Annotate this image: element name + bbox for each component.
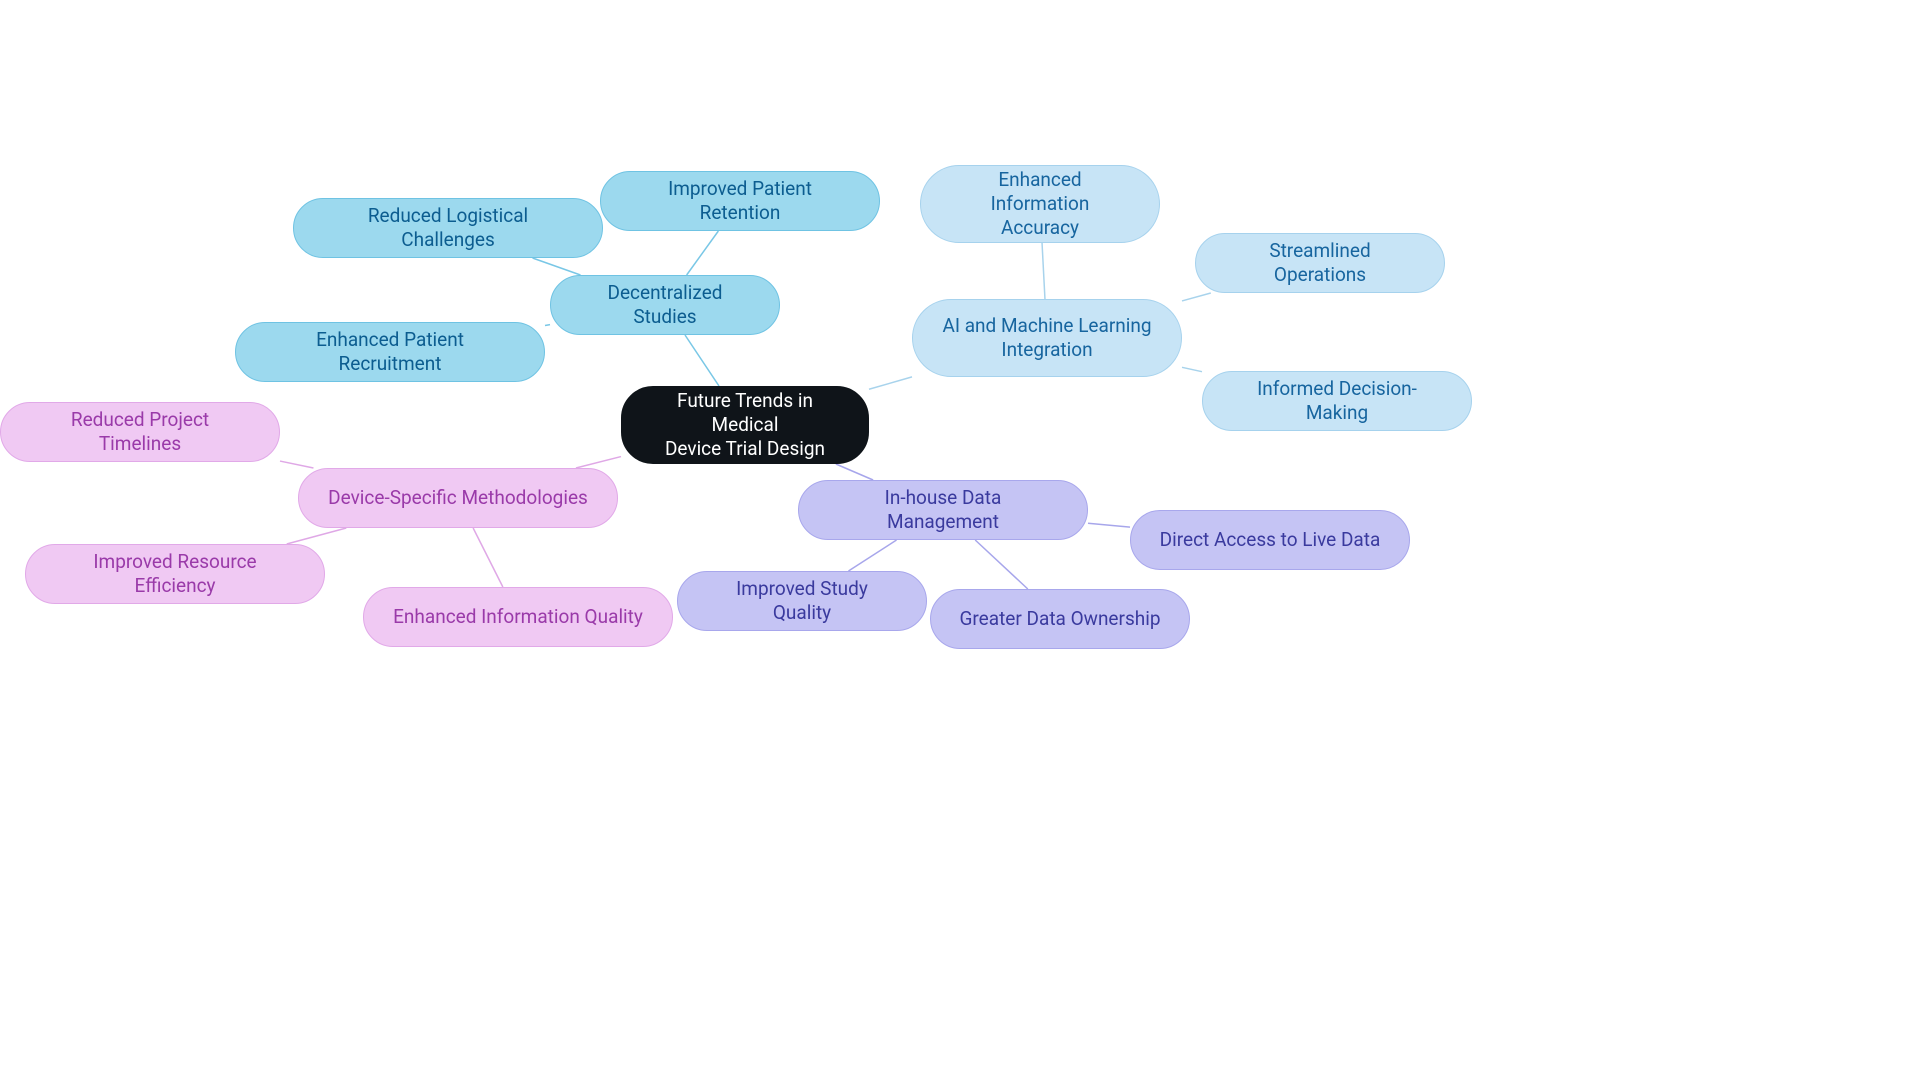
node-livedata: Direct Access to Live Data bbox=[1130, 510, 1410, 570]
edge-layer bbox=[0, 0, 1920, 1083]
edge bbox=[1042, 243, 1045, 299]
node-accuracy: Enhanced Information Accuracy bbox=[920, 165, 1160, 243]
node-label-inhouse: In-house Data Management bbox=[827, 486, 1059, 534]
edge bbox=[1182, 293, 1211, 301]
node-resource: Improved Resource Efficiency bbox=[25, 544, 325, 604]
edge bbox=[287, 528, 347, 544]
node-label-resource: Improved Resource Efficiency bbox=[54, 550, 296, 598]
node-logistical: Reduced Logistical Challenges bbox=[293, 198, 603, 258]
node-label-informed: Informed Decision-Making bbox=[1231, 377, 1443, 425]
edge bbox=[280, 461, 313, 468]
node-studyquality: Improved Study Quality bbox=[677, 571, 927, 631]
node-ai: AI and Machine Learning Integration bbox=[912, 299, 1182, 377]
node-label-studyquality: Improved Study Quality bbox=[706, 577, 898, 625]
node-infoquality: Enhanced Information Quality bbox=[363, 587, 673, 647]
node-root: Future Trends in Medical Device Trial De… bbox=[621, 386, 869, 464]
node-label-timelines: Reduced Project Timelines bbox=[29, 408, 251, 456]
node-label-accuracy: Enhanced Information Accuracy bbox=[949, 168, 1131, 239]
node-label-device: Device-Specific Methodologies bbox=[328, 486, 588, 510]
node-label-ai: AI and Machine Learning Integration bbox=[942, 314, 1151, 362]
node-streamlined: Streamlined Operations bbox=[1195, 233, 1445, 293]
node-retention: Improved Patient Retention bbox=[600, 171, 880, 231]
edge bbox=[1088, 523, 1130, 527]
node-label-decentralized: Decentralized Studies bbox=[579, 281, 751, 329]
edge bbox=[685, 335, 719, 386]
node-decentralized: Decentralized Studies bbox=[550, 275, 780, 335]
edge bbox=[545, 325, 550, 326]
node-ownership: Greater Data Ownership bbox=[930, 589, 1190, 649]
node-label-ownership: Greater Data Ownership bbox=[959, 607, 1160, 631]
node-label-retention: Improved Patient Retention bbox=[629, 177, 851, 225]
edge bbox=[869, 377, 912, 389]
edge bbox=[848, 540, 896, 571]
node-label-logistical: Reduced Logistical Challenges bbox=[322, 204, 574, 252]
node-device: Device-Specific Methodologies bbox=[298, 468, 618, 528]
node-label-livedata: Direct Access to Live Data bbox=[1160, 528, 1381, 552]
edge bbox=[836, 464, 873, 480]
node-label-streamlined: Streamlined Operations bbox=[1224, 239, 1416, 287]
node-label-infoquality: Enhanced Information Quality bbox=[393, 605, 643, 629]
edge bbox=[975, 540, 1028, 589]
edge bbox=[473, 528, 503, 587]
edge bbox=[687, 231, 719, 275]
node-recruitment: Enhanced Patient Recruitment bbox=[235, 322, 545, 382]
edge bbox=[576, 457, 621, 468]
edge bbox=[1182, 367, 1202, 371]
mindmap-canvas: Improved Patient Retention Reduced Logist… bbox=[0, 0, 1920, 1083]
node-informed: Informed Decision-Making bbox=[1202, 371, 1472, 431]
node-label-root: Future Trends in Medical Device Trial De… bbox=[658, 389, 832, 460]
node-timelines: Reduced Project Timelines bbox=[0, 402, 280, 462]
node-label-recruitment: Enhanced Patient Recruitment bbox=[264, 328, 516, 376]
edge bbox=[533, 258, 581, 275]
node-inhouse: In-house Data Management bbox=[798, 480, 1088, 540]
